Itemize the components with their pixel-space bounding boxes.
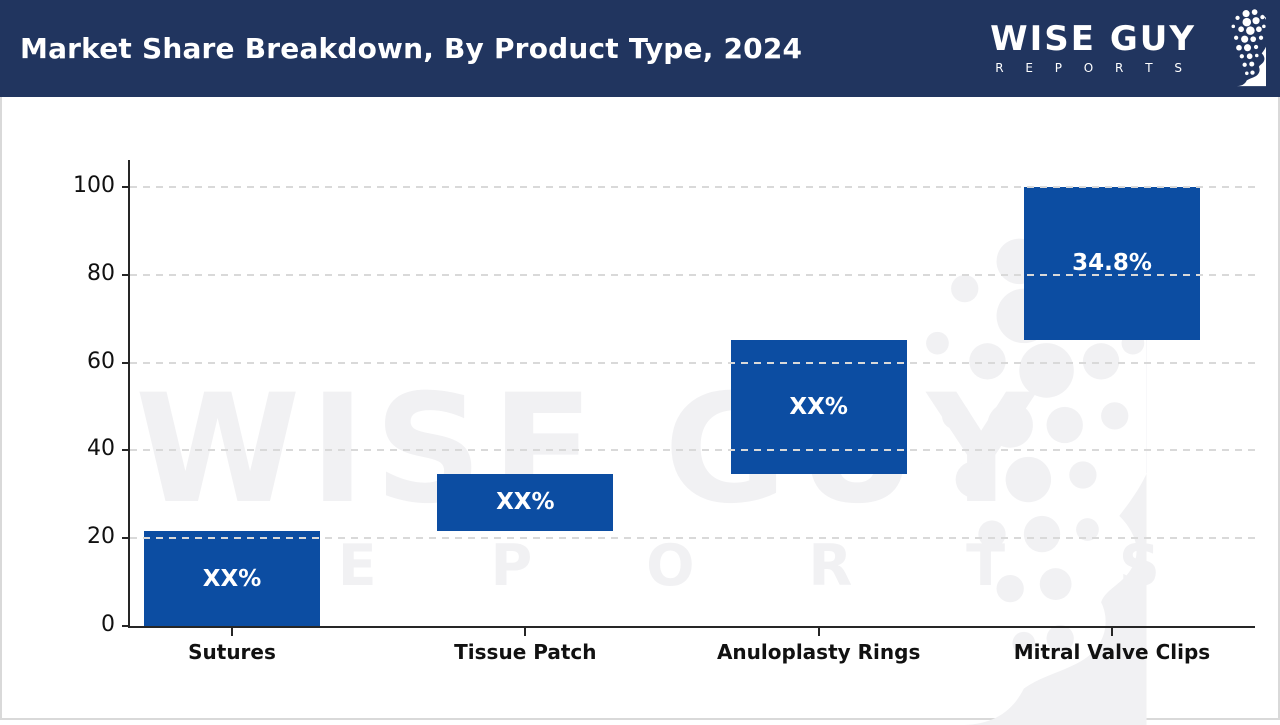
y-tick-mark [122, 625, 130, 627]
y-tick-mark [122, 537, 130, 540]
y-axis-line [128, 160, 130, 628]
x-tick-label-sutures: Sutures [188, 640, 276, 664]
bar-sutures: XX% [144, 531, 320, 626]
x-tick-label-anuloplasty-rings: Anuloplasty Rings [716, 640, 921, 664]
y-tick-label: 100 [73, 173, 115, 198]
y-tick-label: 0 [101, 612, 115, 637]
y-tick-label: 40 [87, 436, 115, 462]
x-tick-mark [524, 628, 527, 636]
chart-canvas: WISE GUY R E P O R T S XX% XX% XX% 34.8% 0 20… [0, 97, 1280, 725]
y-tick-label: 20 [87, 524, 115, 550]
gridline-80 [130, 273, 1255, 276]
brand-subname: R E P O R T S [995, 61, 1191, 75]
bar-value-label: XX% [496, 489, 555, 516]
bar-value-label: XX% [202, 565, 262, 592]
bar-anuloplasty-rings: XX% [730, 339, 907, 474]
gridline-60 [130, 361, 1255, 364]
x-tick-label-mitral-valve-clips: Mitral Valve Clips [1013, 640, 1211, 664]
watermark-brand-subname: R E P O R T S [180, 533, 1207, 599]
bar-value-label: XX% [789, 393, 848, 420]
brand-logo-text: WISE GUY R E P O R T S [990, 19, 1196, 75]
y-tick-mark [122, 361, 130, 364]
x-tick-mark [231, 628, 233, 636]
bar-tissue-patch: XX% [437, 473, 614, 532]
x-axis-line [128, 626, 1255, 628]
dotted-head-icon [1231, 9, 1266, 87]
gridline-20 [130, 537, 1255, 540]
y-tick-label: 80 [87, 260, 115, 286]
brand-logo: WISE GUY R E P O R T S [990, 6, 1266, 88]
header-bar: Market Share Breakdown, By Product Type,… [0, 0, 1280, 97]
bar-mitral-valve-clips: 34.8% [1023, 187, 1200, 340]
y-tick-mark [122, 186, 130, 188]
y-tick-mark [122, 273, 130, 276]
x-tick-mark [817, 628, 820, 636]
page-title: Market Share Breakdown, By Product Type,… [20, 32, 803, 65]
y-tick-mark [122, 449, 130, 452]
brand-name: WISE GUY [990, 19, 1196, 59]
y-tick-label: 60 [87, 348, 115, 374]
gridline-40 [130, 449, 1255, 452]
bar-value-label: 34.8% [1072, 250, 1152, 277]
gridline-100 [130, 186, 1255, 188]
x-tick-label-tissue-patch: Tissue Patch [454, 640, 597, 664]
x-tick-mark [1110, 628, 1113, 636]
